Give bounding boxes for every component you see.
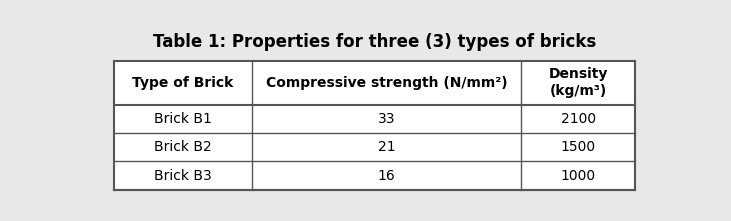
Text: Brick B3: Brick B3	[154, 169, 212, 183]
Text: Density
(kg/m³): Density (kg/m³)	[548, 67, 608, 98]
Text: 33: 33	[378, 112, 395, 126]
Text: 21: 21	[377, 140, 395, 154]
Text: Brick B2: Brick B2	[154, 140, 212, 154]
Text: Brick B1: Brick B1	[154, 112, 212, 126]
Text: Compressive strength (N/mm²): Compressive strength (N/mm²)	[265, 76, 507, 90]
Text: Type of Brick: Type of Brick	[132, 76, 233, 90]
Text: 16: 16	[377, 169, 395, 183]
Text: 1000: 1000	[561, 169, 596, 183]
Text: 1500: 1500	[561, 140, 596, 154]
Text: 2100: 2100	[561, 112, 596, 126]
Text: Table 1: Properties for three (3) types of bricks: Table 1: Properties for three (3) types …	[153, 33, 596, 51]
